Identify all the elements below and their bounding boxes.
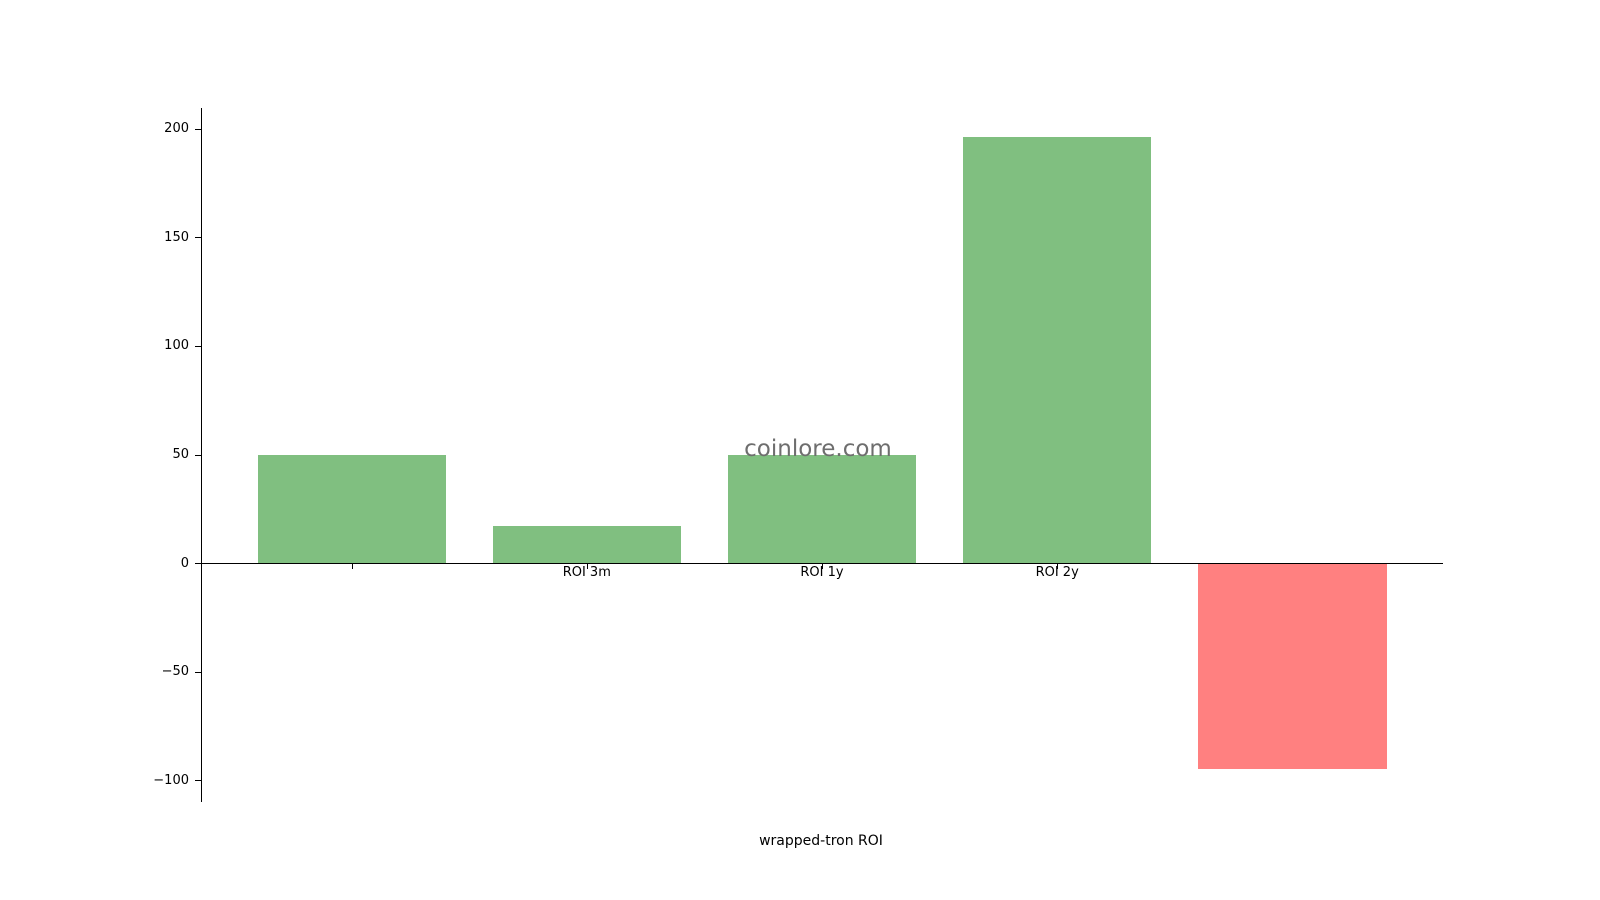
- x-tick-mark: [1057, 563, 1059, 570]
- y-tick-label: −100: [153, 772, 189, 788]
- bar-index-4: [1198, 563, 1387, 770]
- y-axis-spine: [201, 108, 202, 802]
- y-tick-label: 150: [164, 229, 189, 245]
- x-axis-label: wrapped-tron ROI: [759, 833, 883, 849]
- x-tick-label: ROI 3m: [562, 564, 611, 580]
- y-tick-label: 200: [164, 121, 189, 137]
- bar-index-0: [257, 454, 446, 564]
- x-tick-label: ROI 2y: [1035, 564, 1079, 580]
- y-tick-mark: [195, 237, 201, 239]
- y-tick-mark: [195, 671, 201, 673]
- x-tick-label: ROI 1y: [800, 564, 844, 580]
- y-tick-label: 0: [180, 555, 189, 571]
- y-tick-label: −50: [161, 664, 189, 680]
- x-tick-mark: [351, 563, 353, 570]
- watermark-text: coinlore.com: [744, 436, 892, 462]
- y-tick-mark: [195, 345, 201, 347]
- y-tick-mark: [195, 563, 201, 565]
- y-tick-label: 50: [172, 447, 189, 462]
- y-tick-mark: [195, 128, 201, 130]
- bar-roi-1y: [727, 454, 917, 564]
- y-tick-mark: [195, 454, 201, 456]
- y-tick-label: 100: [164, 338, 189, 354]
- y-tick-mark: [195, 780, 201, 782]
- x-tick-mark: [822, 563, 823, 570]
- x-tick-mark: [586, 563, 588, 570]
- bar-roi-3m: [492, 526, 681, 563]
- bar-roi-2y: [963, 137, 1152, 563]
